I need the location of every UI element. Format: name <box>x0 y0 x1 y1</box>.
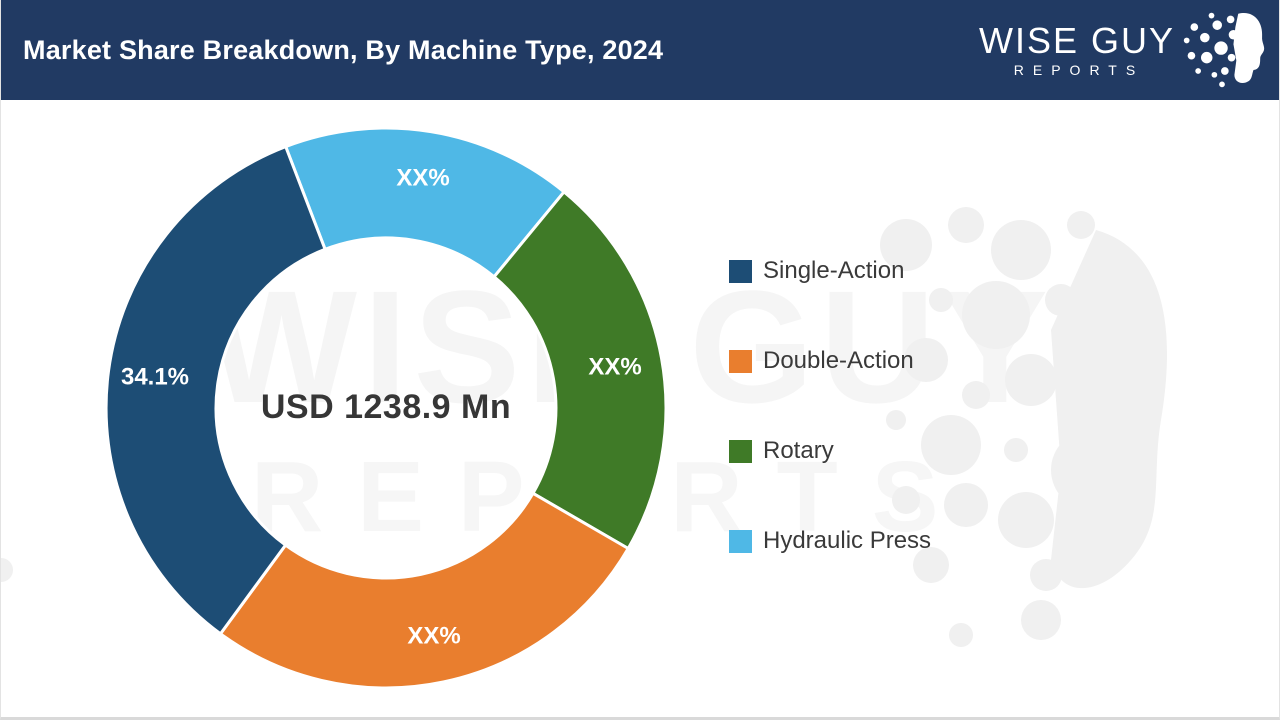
legend-swatch-hydraulic-press <box>729 529 752 553</box>
chart-legend: Single-Action Double-Action Rotary Hydra… <box>729 226 931 586</box>
legend-swatch-rotary <box>729 439 752 463</box>
legend-item-rotary[interactable]: Rotary <box>729 406 931 496</box>
legend-label: Double-Action <box>763 347 914 374</box>
segment-value-label: XX% <box>407 623 460 650</box>
logo-reports-text: REPORTS <box>1013 62 1145 78</box>
legend-swatch-single-action <box>729 259 752 283</box>
page-title: Market Share Breakdown, By Machine Type,… <box>23 34 664 65</box>
legend-label: Rotary <box>763 437 834 464</box>
header-bar: Market Share Breakdown, By Machine Type,… <box>1 0 1279 100</box>
legend-label: Single-Action <box>763 257 905 284</box>
legend-label: Hydraulic Press <box>763 527 932 554</box>
donut-segment-hydraulic-press[interactable] <box>284 126 566 279</box>
logo-head-icon <box>1183 12 1265 88</box>
legend-swatch-double-action <box>729 349 752 373</box>
donut-segment-rotary[interactable] <box>492 190 668 550</box>
donut-segment-single-action[interactable] <box>104 145 327 636</box>
wise-guy-logo: WISE GUY REPORTS <box>979 8 1265 92</box>
legend-item-single-action[interactable]: Single-Action <box>729 226 931 316</box>
segment-value-label: XX% <box>396 165 449 192</box>
donut-segment-double-action[interactable] <box>219 491 630 690</box>
logo-wiseguy-text: WISE GUY <box>978 20 1175 61</box>
legend-item-hydraulic-press[interactable]: Hydraulic Press <box>729 496 931 586</box>
legend-item-double-action[interactable]: Double-Action <box>729 316 931 406</box>
chart-center-value: USD 1238.9 Mn <box>260 388 512 426</box>
segment-value-label: 34.1% <box>121 364 189 391</box>
segment-value-label: XX% <box>588 354 641 381</box>
